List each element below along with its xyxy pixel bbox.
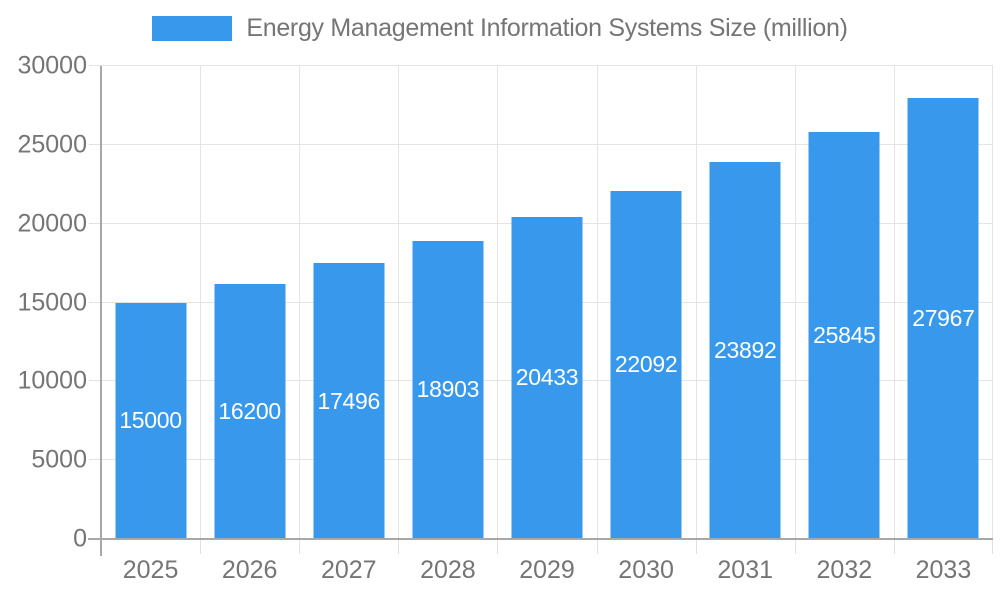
- x-axis-label: 2033: [915, 556, 972, 584]
- y-axis-label: 30000: [17, 51, 87, 80]
- bar[interactable]: 25845: [808, 131, 880, 539]
- bar-value-label: 16200: [218, 397, 281, 424]
- bar[interactable]: 20433: [511, 216, 583, 539]
- x-axis-label: 2025: [122, 556, 179, 584]
- y-axis-label: 10000: [17, 366, 87, 395]
- y-axis-tick: [89, 65, 101, 66]
- y-axis-tick: [89, 143, 101, 145]
- x-axis-tick: [398, 539, 400, 554]
- v-gridline: [497, 66, 499, 539]
- v-gridline: [992, 66, 993, 539]
- v-gridline: [596, 66, 598, 539]
- x-axis-tick: [992, 539, 993, 554]
- y-axis-label: 0: [73, 524, 87, 553]
- y-axis-label: 25000: [17, 130, 87, 159]
- x-axis-label: 2031: [717, 556, 774, 584]
- v-gridline: [398, 66, 400, 539]
- y-axis-tick: [89, 222, 101, 224]
- x-axis-tick: [200, 539, 202, 554]
- bar[interactable]: 16200: [214, 283, 286, 539]
- x-axis-label: 2028: [420, 556, 476, 584]
- y-axis-tick: [89, 301, 101, 303]
- h-gridline: [101, 65, 993, 66]
- v-gridline: [200, 66, 202, 539]
- x-axis-tick: [794, 539, 796, 554]
- bar[interactable]: 15000: [115, 302, 187, 539]
- x-axis-tick: [893, 539, 895, 554]
- x-axis-tick: [695, 539, 697, 554]
- bar[interactable]: 27967: [907, 98, 979, 539]
- bar-value-label: 20433: [515, 364, 579, 391]
- x-axis-label: 2027: [320, 556, 377, 584]
- v-gridline: [299, 66, 301, 539]
- chart-title: Energy Management Information Systems Si…: [246, 14, 848, 42]
- x-axis-tick: [596, 539, 598, 554]
- bar-value-label: 17496: [317, 387, 381, 414]
- bar-value-label: 25845: [813, 321, 876, 348]
- x-axis-tick: [299, 539, 301, 554]
- bar[interactable]: 22092: [610, 190, 682, 539]
- h-gridline: [101, 143, 993, 145]
- v-gridline: [794, 66, 796, 539]
- plot-area: 0 5000 10000 15000 20000 25000 30000 15000 2025 1…: [17, 52, 993, 584]
- bar[interactable]: 23892: [709, 162, 781, 539]
- bar-value-label: 18903: [416, 376, 480, 403]
- x-axis-label: 2029: [519, 556, 575, 584]
- y-axis-label: 20000: [17, 209, 87, 238]
- bar-value-label: 23892: [713, 337, 777, 364]
- legend[interactable]: Energy Management Information Systems Si…: [0, 14, 1000, 43]
- x-axis-tick: [497, 539, 499, 554]
- x-axis-line: [88, 538, 993, 540]
- legend-swatch: [152, 16, 233, 41]
- y-axis-tick: [89, 380, 101, 382]
- bar-value-label: 27967: [912, 305, 975, 332]
- bar-value-label: 15000: [119, 407, 182, 434]
- v-gridline: [893, 66, 895, 539]
- y-axis-label: 15000: [17, 288, 87, 316]
- bar[interactable]: 18903: [412, 240, 484, 539]
- y-axis-label: 5000: [31, 445, 87, 474]
- x-axis-label: 2026: [221, 556, 278, 584]
- x-axis-label: 2032: [816, 556, 873, 584]
- bar[interactable]: 17496: [313, 263, 385, 539]
- y-axis-tick: [89, 459, 101, 461]
- x-axis-label: 2030: [618, 556, 674, 584]
- bar-value-label: 22092: [614, 351, 678, 378]
- v-gridline: [695, 66, 697, 539]
- y-axis-line: [100, 66, 102, 556]
